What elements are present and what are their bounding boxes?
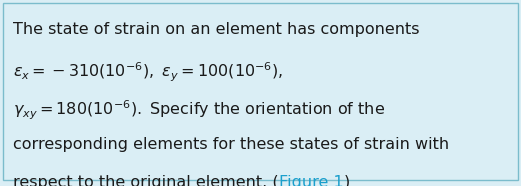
Text: ): )	[343, 175, 350, 186]
Text: The state of strain on an element has components: The state of strain on an element has co…	[13, 22, 419, 37]
Text: Figure 1: Figure 1	[279, 175, 343, 186]
Text: respect to the original element. (: respect to the original element. (	[13, 175, 279, 186]
Text: $\varepsilon_x = -310(10^{-6}),\ \varepsilon_y = 100(10^{-6}),$: $\varepsilon_x = -310(10^{-6}),\ \vareps…	[13, 60, 283, 84]
Text: $\gamma_{xy} = 180(10^{-6}).$ Specify the orientation of the: $\gamma_{xy} = 180(10^{-6}).$ Specify th…	[13, 99, 385, 122]
Text: corresponding elements for these states of strain with: corresponding elements for these states …	[13, 137, 449, 152]
